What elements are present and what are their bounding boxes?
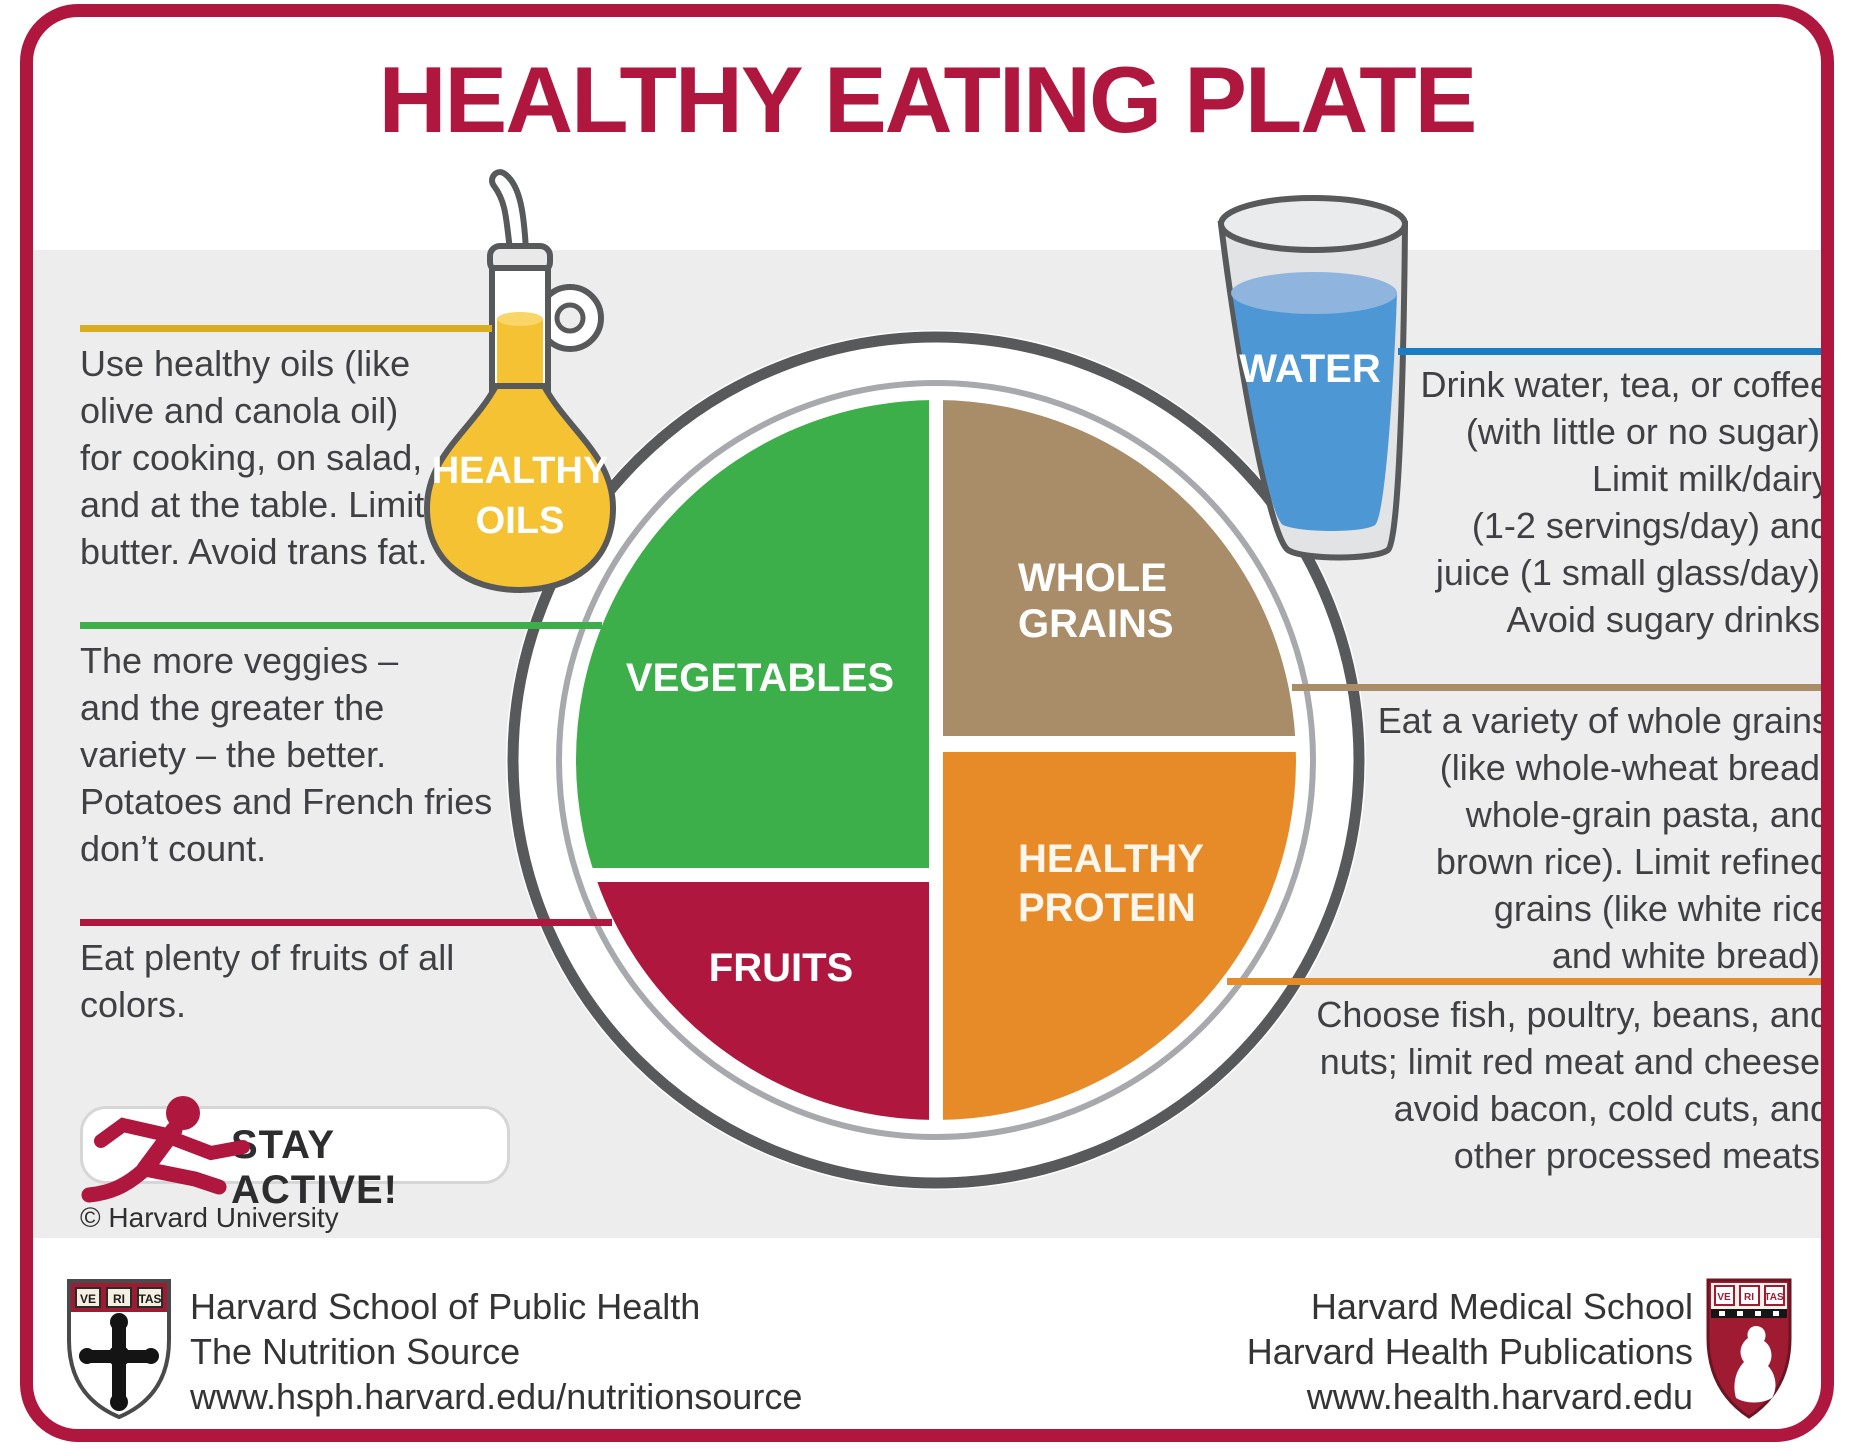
harvard-hms-shield-logo: VE RI TAS (1706, 1278, 1792, 1419)
page-title: HEALTHY EATING PLATE (378, 47, 1478, 152)
copyright-notice: © Harvard University (80, 1202, 339, 1233)
stay-active-label: STAY ACTIVE! (231, 1123, 398, 1212)
whole-grains-callout-line (1292, 684, 1832, 691)
plate: VEGETABLES WHOLE GRAINS HEALTHY PROTEIN … (506, 330, 1366, 1190)
whole-grains-callout-text: Eat a variety of whole grains (like whol… (1377, 700, 1830, 976)
water-surface (1231, 272, 1397, 314)
runner-icon (81, 1096, 250, 1203)
vegetables-callout-line (80, 622, 602, 629)
fruits-callout-text: Eat plenty of fruits of all colors. (80, 937, 455, 1025)
oils-callout-text: Use healthy oils (like olive and canola … (80, 343, 428, 572)
healthy-protein-label-line2: PROTEIN (1018, 886, 1196, 930)
whole-grains-label-line2: GRAINS (1018, 602, 1174, 646)
water-fill (1232, 292, 1397, 531)
svg-text:VE: VE (80, 1292, 96, 1306)
hms-lion-figure (1734, 1326, 1776, 1403)
stay-active-badge: STAY ACTIVE! (80, 1096, 510, 1212)
svg-text:RI: RI (113, 1292, 125, 1306)
plate-outer-ring (507, 331, 1365, 1189)
healthy-protein-label-line1: HEALTHY (1018, 837, 1204, 881)
vegetables-callout-text: The more veggies – and the greater the v… (80, 640, 493, 869)
svg-text:TAS: TAS (138, 1292, 161, 1306)
water-callout-line (1398, 348, 1832, 355)
bottle-bulb (423, 383, 617, 594)
vegetables-label: VEGETABLES (626, 656, 894, 700)
fruits-label: FRUITS (709, 946, 853, 990)
bottle-spout (489, 169, 530, 253)
water-label: WATER (1239, 347, 1381, 391)
protein-callout-text: Choose fish, poultry, beans, and nuts; l… (1316, 994, 1830, 1176)
healthy-oils-label-line2: OILS (476, 500, 565, 542)
plate-inner-ring (556, 380, 1316, 1140)
svg-text:TAS: TAS (1764, 1292, 1784, 1303)
oil-bottle-icon: HEALTHY OILS (423, 169, 617, 594)
fruits-callout-line (80, 919, 612, 926)
harvard-hsph-shield-logo: VE RI TAS (67, 1279, 171, 1420)
footer-hms-text: Harvard Medical School Harvard Health Pu… (1246, 1286, 1693, 1417)
footer-hsph-text: Harvard School of Public Health The Nutr… (190, 1286, 803, 1417)
oils-callout-line (80, 325, 492, 332)
healthy-oils-label-line1: HEALTHY (432, 450, 609, 492)
svg-text:VE: VE (1717, 1292, 1731, 1303)
water-glass-icon: WATER (1217, 195, 1409, 561)
whole-grains-label-line1: WHOLE (1018, 556, 1167, 600)
glass-rim (1218, 195, 1408, 253)
protein-callout-line (1227, 978, 1832, 985)
svg-text:RI: RI (1744, 1292, 1754, 1303)
water-callout-text: Drink water, tea, or coffee (with little… (1420, 364, 1830, 640)
